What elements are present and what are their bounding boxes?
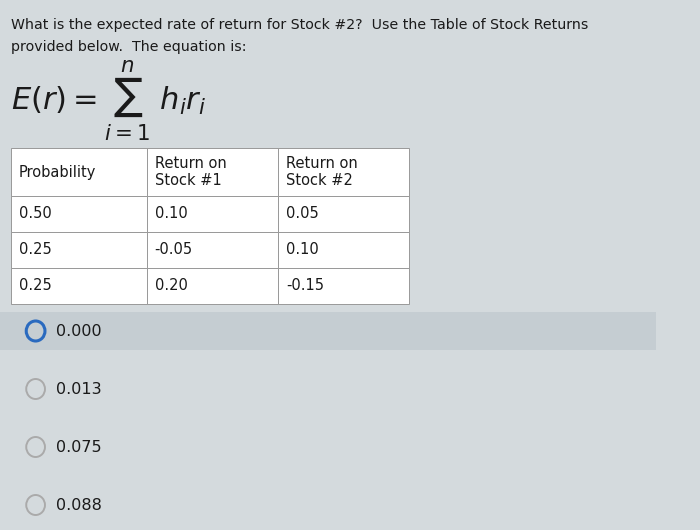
Bar <box>279 148 410 196</box>
Text: 0.20: 0.20 <box>155 278 188 294</box>
Text: Return on
Stock #1: Return on Stock #1 <box>155 156 226 188</box>
Bar <box>147 268 279 304</box>
Bar <box>11 268 147 304</box>
Text: Probability: Probability <box>19 164 96 180</box>
Bar <box>147 196 279 232</box>
Text: 0.000: 0.000 <box>56 323 102 339</box>
Bar <box>147 232 279 268</box>
Bar <box>11 232 147 268</box>
Bar <box>11 196 147 232</box>
Text: 0.10: 0.10 <box>286 243 318 258</box>
Text: provided below.  The equation is:: provided below. The equation is: <box>11 40 246 54</box>
Bar <box>279 268 410 304</box>
Text: $E(r) = \sum_{i=1}^{n}\ h_i r_i$: $E(r) = \sum_{i=1}^{n}\ h_i r_i$ <box>11 58 206 143</box>
Bar <box>0 312 656 350</box>
Text: 0.25: 0.25 <box>19 278 52 294</box>
Text: 0.05: 0.05 <box>286 207 318 222</box>
Bar <box>147 148 279 196</box>
Bar <box>279 232 410 268</box>
Text: Return on
Stock #2: Return on Stock #2 <box>286 156 358 188</box>
Text: 0.075: 0.075 <box>56 439 102 455</box>
Text: 0.013: 0.013 <box>56 382 102 396</box>
Bar <box>11 148 147 196</box>
Text: 0.25: 0.25 <box>19 243 52 258</box>
Text: 0.50: 0.50 <box>19 207 52 222</box>
Text: -0.05: -0.05 <box>155 243 192 258</box>
Text: What is the expected rate of return for Stock #2?  Use the Table of Stock Return: What is the expected rate of return for … <box>11 18 589 32</box>
Text: 0.088: 0.088 <box>56 498 102 513</box>
Text: 0.10: 0.10 <box>155 207 188 222</box>
Bar <box>279 196 410 232</box>
Text: -0.15: -0.15 <box>286 278 324 294</box>
